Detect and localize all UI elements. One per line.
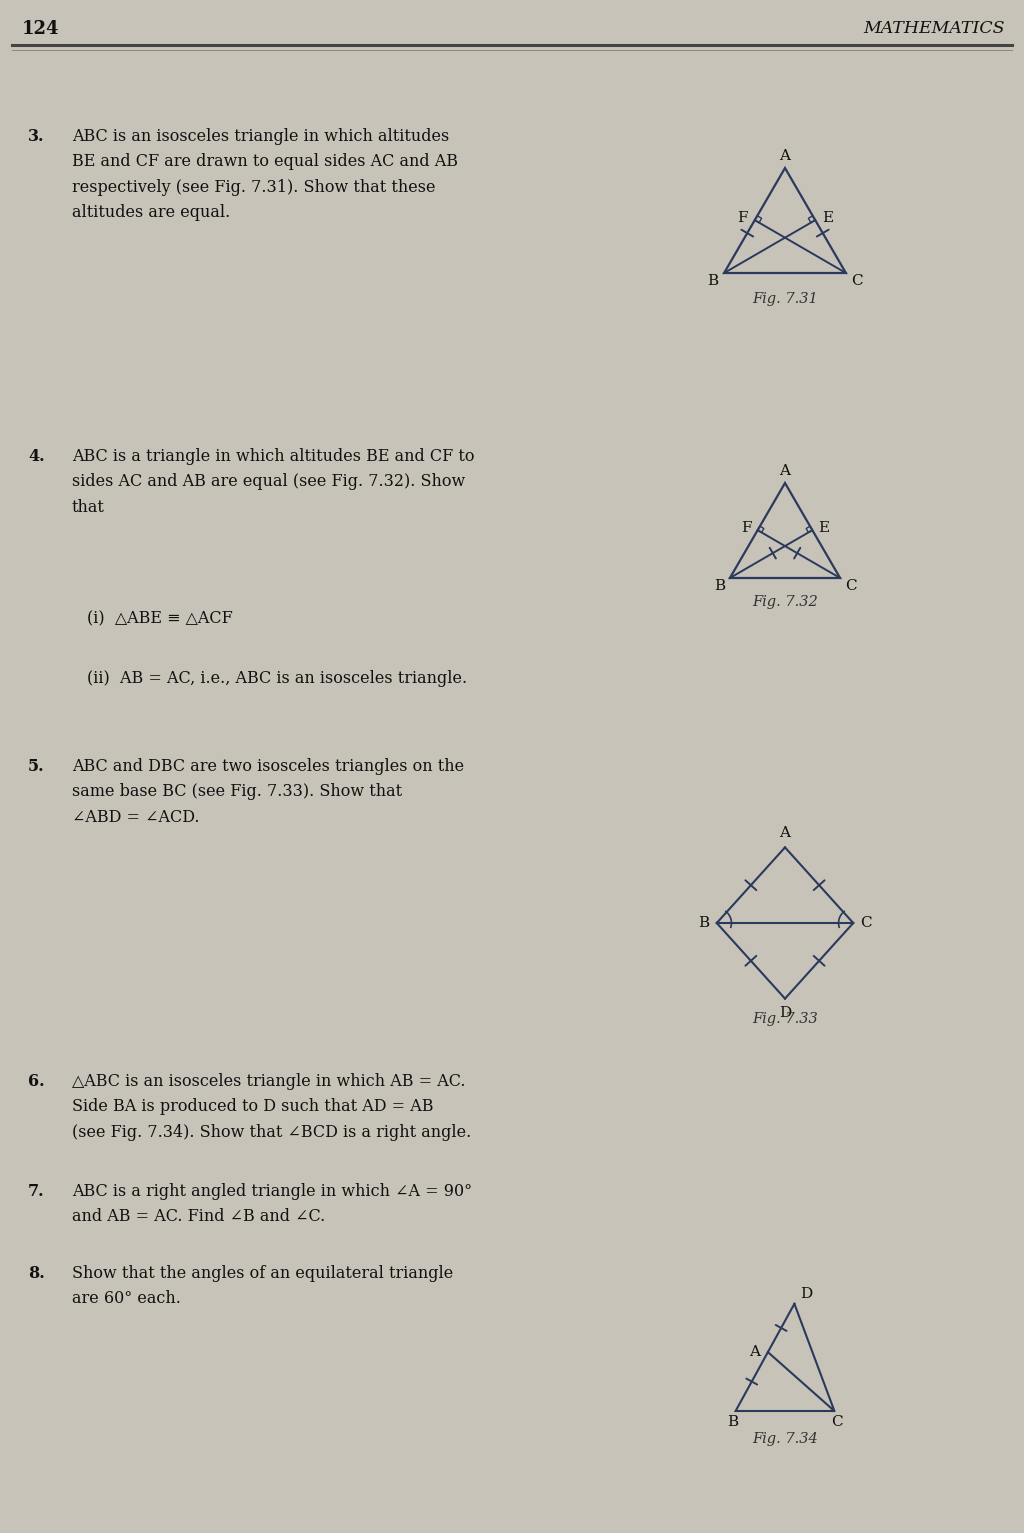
- Text: B: B: [714, 579, 725, 593]
- Text: 7.: 7.: [28, 1183, 45, 1200]
- Text: Fig. 7.33: Fig. 7.33: [752, 1012, 818, 1026]
- Text: MATHEMATICS: MATHEMATICS: [863, 20, 1005, 37]
- Text: A: A: [750, 1344, 761, 1360]
- Text: C: C: [831, 1415, 843, 1429]
- Text: E: E: [822, 212, 834, 225]
- Text: A: A: [779, 149, 791, 162]
- Text: A: A: [779, 826, 791, 840]
- Text: 6.: 6.: [28, 1073, 45, 1090]
- Text: Fig. 7.32: Fig. 7.32: [752, 595, 818, 609]
- Text: (i)  △ABE ≡ △ACF: (i) △ABE ≡ △ACF: [87, 610, 232, 627]
- Text: ABC is an isosceles triangle in which altitudes
BE and CF are drawn to equal sid: ABC is an isosceles triangle in which al…: [72, 127, 458, 221]
- Text: A: A: [779, 464, 791, 478]
- Text: 124: 124: [22, 20, 59, 38]
- Text: E: E: [818, 521, 829, 535]
- Text: C: C: [851, 274, 863, 288]
- Text: 5.: 5.: [28, 757, 45, 776]
- Text: (ii)  AB = AC, i.e., ABC is an isosceles triangle.: (ii) AB = AC, i.e., ABC is an isosceles …: [87, 670, 467, 687]
- Text: ABC and DBC are two isosceles triangles on the
same base BC (see Fig. 7.33). Sho: ABC and DBC are two isosceles triangles …: [72, 757, 464, 826]
- Text: C: C: [845, 579, 857, 593]
- Text: Show that the angles of an equilateral triangle
are 60° each.: Show that the angles of an equilateral t…: [72, 1265, 454, 1308]
- Text: Fig. 7.34: Fig. 7.34: [752, 1432, 818, 1446]
- Text: △ABC is an isosceles triangle in which AB = AC.
Side BA is produced to D such th: △ABC is an isosceles triangle in which A…: [72, 1073, 471, 1141]
- Text: 4.: 4.: [28, 448, 45, 464]
- Text: 3.: 3.: [28, 127, 44, 146]
- Text: ABC is a triangle in which altitudes BE and CF to
sides AC and AB are equal (see: ABC is a triangle in which altitudes BE …: [72, 448, 474, 517]
- Text: B: B: [698, 917, 710, 931]
- Text: B: B: [708, 274, 719, 288]
- Text: ABC is a right angled triangle in which ∠A = 90°
and AB = AC. Find ∠B and ∠C.: ABC is a right angled triangle in which …: [72, 1183, 472, 1225]
- Text: F: F: [737, 212, 748, 225]
- Text: B: B: [728, 1415, 738, 1429]
- Text: C: C: [860, 917, 872, 931]
- Text: D: D: [779, 1006, 792, 1019]
- Text: D: D: [801, 1288, 813, 1302]
- Text: 8.: 8.: [28, 1265, 45, 1282]
- Text: F: F: [741, 521, 752, 535]
- Text: Fig. 7.31: Fig. 7.31: [752, 291, 818, 307]
